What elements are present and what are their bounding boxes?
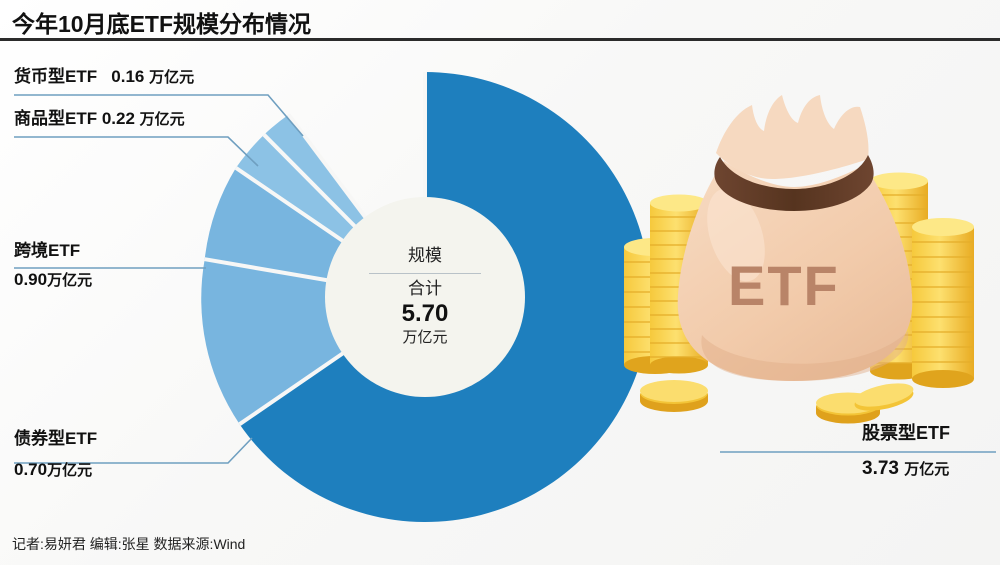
header: 今年10月底ETF规模分布情况 (0, 0, 1000, 41)
header-divider (0, 38, 1000, 41)
donut-center-top-label: 规模 (408, 246, 442, 266)
callout-commodity-etf-unit: 万亿元 (139, 111, 185, 128)
callout-bond-etf: 债券型ETF 0.70万亿元 (14, 428, 97, 482)
callout-bond-etf-name: 债券型ETF (14, 429, 98, 448)
callout-cross-border-etf-unit: 万亿元 (47, 272, 93, 290)
footer-credits: 记者:易妍君 编辑:张星 数据来源:Wind (12, 536, 246, 552)
donut-center-value: 5.70 (401, 299, 449, 327)
callout-commodity-etf: 商品型ETF 0.22 万亿元 (14, 108, 185, 130)
callout-stock-etf-unit: 万亿元 (904, 460, 950, 478)
callout-money-etf-value: 0.16 (111, 67, 145, 86)
callout-stock-etf-name: 股票型ETF (862, 423, 950, 443)
donut-center-summary: 规模 合计 5.70 万亿元 (325, 197, 525, 397)
callout-money-etf: 货币型ETF 0.16 万亿元 (14, 66, 194, 88)
callout-money-etf-unit: 万亿元 (149, 69, 195, 86)
donut-center-mid-label: 合计 (408, 279, 442, 299)
donut-center-rule (369, 273, 481, 275)
bag-shape (677, 95, 913, 381)
donut-center-unit: 万亿元 (402, 329, 448, 347)
callout-commodity-etf-name: 商品型ETF (14, 109, 98, 128)
callout-stock-etf-value: 3.73 (862, 457, 899, 479)
page-title: 今年10月底ETF规模分布情况 (12, 11, 312, 37)
money-bag-svg (624, 95, 974, 424)
callout-bond-etf-value: 0.70 (14, 460, 48, 480)
callout-cross-border-etf-name: 跨境ETF (14, 241, 81, 260)
callout-commodity-etf-value: 0.22 (101, 109, 135, 128)
callout-cross-border-etf-value: 0.90 (14, 270, 48, 290)
callout-bond-etf-unit: 万亿元 (47, 462, 93, 480)
loose-coins (640, 380, 914, 424)
money-bag-illustration: ETF (612, 95, 992, 425)
callout-stock-etf: 股票型ETF 3.73 万亿元 (862, 422, 950, 481)
callout-cross-border-etf: 跨境ETF 0.90万亿元 (14, 240, 92, 292)
callout-money-etf-name: 货币型ETF (14, 67, 98, 86)
bag-etf-text: ETF (728, 254, 840, 317)
